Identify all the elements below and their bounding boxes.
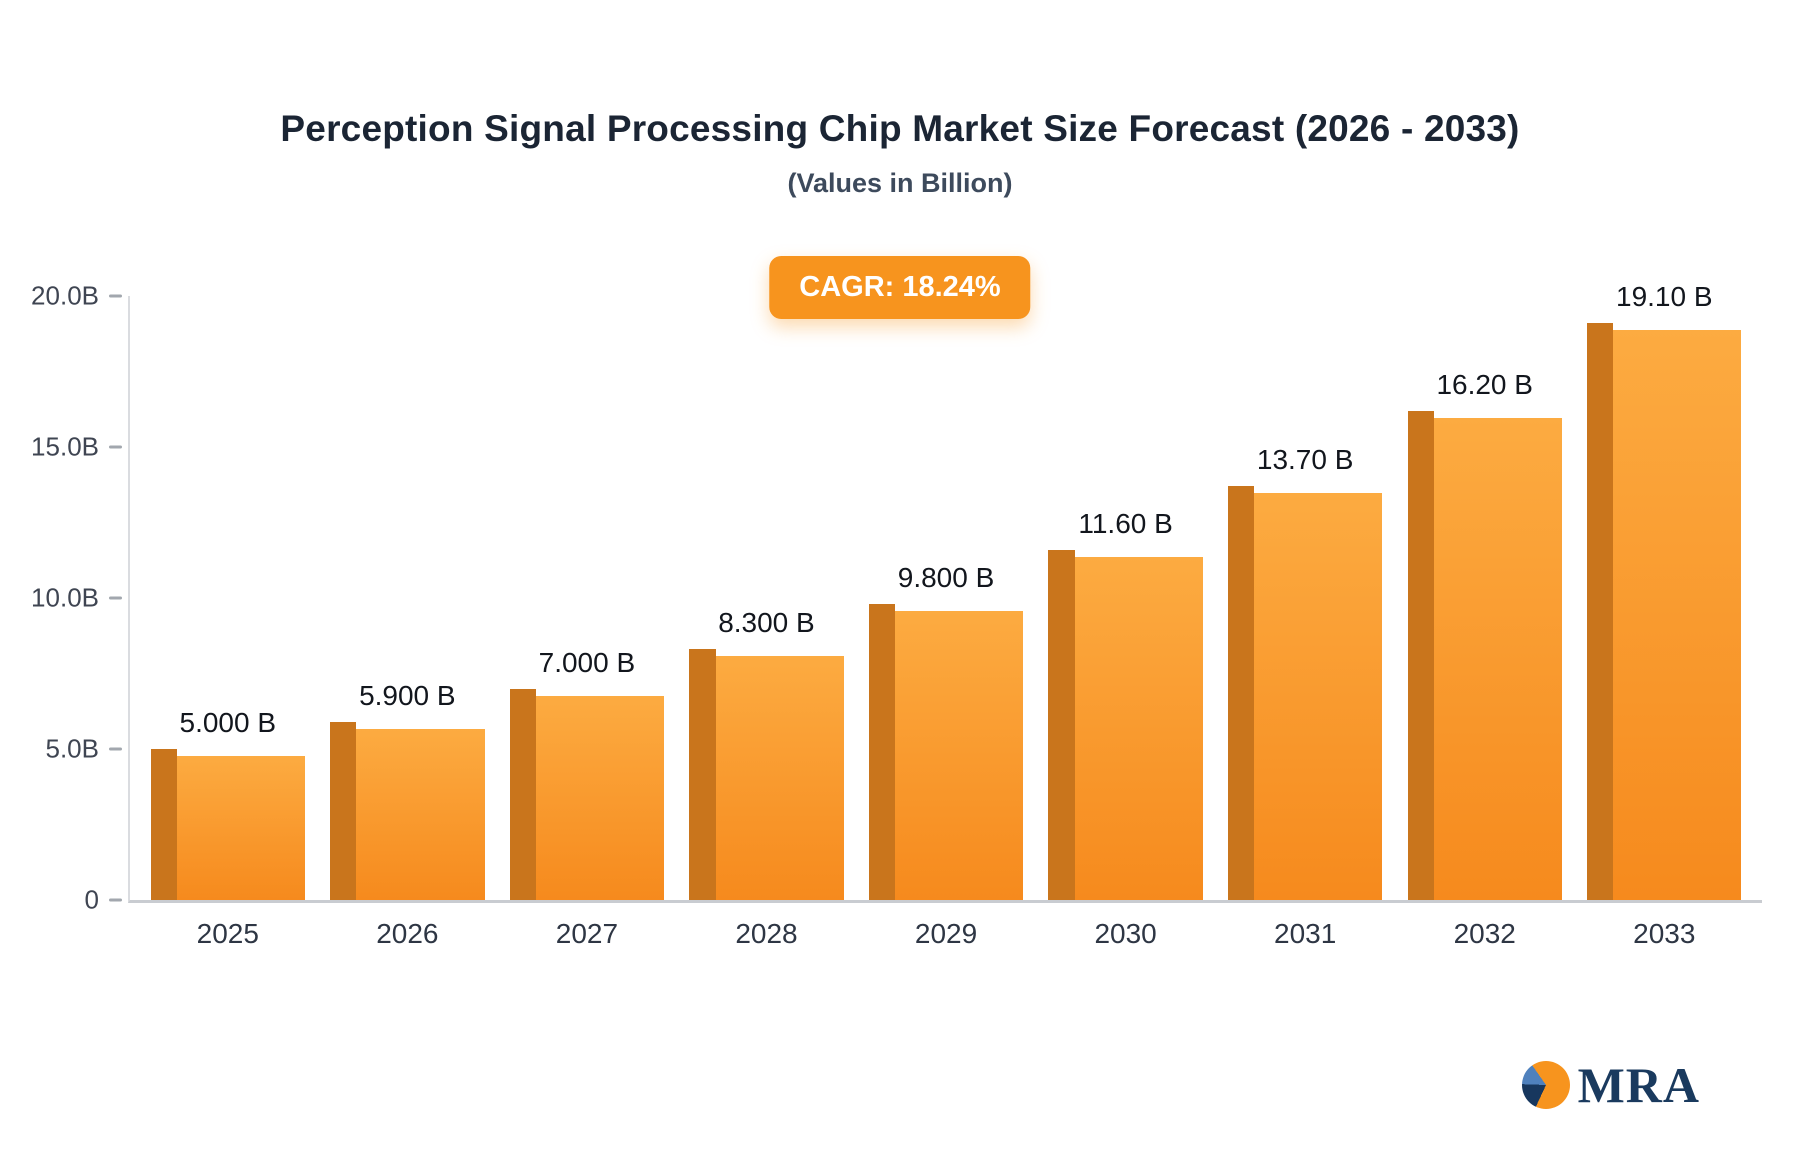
bar-slot: 5.900 B [318, 296, 498, 900]
x-axis-label: 2032 [1453, 918, 1516, 949]
x-axis-labels: 2025 2026 2027 2028 2029 2030 2031 2032 2033 [130, 918, 1762, 950]
bar-value-label: 5.000 B [179, 707, 277, 738]
bar-front-face [1074, 556, 1203, 900]
bar-front-face [1613, 330, 1742, 900]
brand-logo-icon [1521, 1061, 1570, 1109]
bar-value-label: 11.60 B [1078, 507, 1173, 539]
bar-2031: 13.70 B [1227, 444, 1383, 900]
chart-title: Perception Signal Processing Chip Market… [280, 108, 1520, 149]
bar-2029: 9.800 B [868, 562, 1024, 900]
bar-slot: 16.20 B [1395, 296, 1575, 900]
y-tick-label: 5.0B [45, 733, 100, 764]
x-axis-label: 2030 [1094, 918, 1157, 949]
y-tick: 0 [85, 885, 130, 916]
y-tick-mark [109, 747, 122, 751]
bar-2025: 5.000 B [150, 707, 305, 900]
bar-slot: 11.60 B [1036, 296, 1216, 900]
bar-front-face [715, 656, 844, 900]
bar-value-label: 5.900 B [359, 679, 456, 711]
x-axis-label: 2026 [376, 918, 439, 949]
cagr-badge: CAGR: 18.24% [769, 256, 1031, 319]
plot-area: 0 5.0B 10.0B 15.0B 20.0B 5.000 B 5.900 B 7.000… [31, 281, 1762, 949]
bar-front-face [176, 756, 305, 900]
y-tick: 15.0B [31, 432, 130, 463]
x-axis-label: 2033 [1633, 918, 1696, 949]
y-tick: 5.0B [46, 734, 131, 765]
bar-front-face [1254, 493, 1383, 900]
y-tick: 20.0B [31, 281, 130, 312]
bar-2028: 8.300 B [689, 607, 844, 900]
bar-value-label: 13.70 B [1256, 444, 1354, 476]
x-axis-label: 2027 [555, 918, 619, 949]
bar-front-face [535, 695, 665, 900]
y-tick-mark [109, 294, 122, 298]
y-tick-mark [109, 898, 122, 902]
y-tick: 10.0B [31, 583, 130, 614]
bar-2027: 7.000 B [509, 647, 665, 900]
bar-side-face [1587, 323, 1614, 900]
y-tick-label: 20.0B [31, 280, 99, 311]
chart-subtitle: (Values in Billion) [787, 168, 1013, 198]
y-tick-label: 15.0B [31, 431, 99, 462]
bar-2032: 16.20 B [1407, 369, 1562, 900]
bar-2030: 11.60 B [1048, 508, 1203, 900]
bar-value-label: 9.800 B [897, 562, 995, 594]
bar-side-face [330, 721, 357, 900]
bar-slot: 19.10 B [1575, 281, 1755, 900]
bar-side-face [150, 749, 177, 900]
x-axis-label: 2028 [735, 918, 798, 949]
bar-side-face [1048, 549, 1075, 900]
bar-value-label: 8.300 B [718, 607, 815, 639]
bar-slot: 7.000 B [497, 296, 677, 900]
x-axis-label: 2031 [1274, 918, 1337, 949]
bar-side-face [868, 604, 896, 900]
bar-side-face [1227, 486, 1255, 900]
y-tick-mark [109, 596, 122, 600]
bar-value-label: 7.000 B [538, 646, 636, 678]
bar-side-face [689, 649, 716, 900]
bar-slot: 13.70 B [1215, 296, 1395, 900]
x-axis-label: 2029 [914, 918, 978, 949]
bar-slot: 8.300 B [677, 296, 857, 900]
bar-2033: 19.10 B [1587, 281, 1742, 900]
y-tick-mark [109, 445, 122, 449]
bar-2026: 5.900 B [330, 680, 485, 900]
y-tick-label: 0 [84, 884, 99, 915]
bar-side-face [509, 688, 536, 900]
bar-front-face [356, 728, 485, 900]
brand-logo: MRA [1521, 1057, 1700, 1113]
bars: 5.000 B 5.900 B 7.000 B 8.300 B 9.800 B 11.60… [130, 281, 1762, 900]
bar-value-label: 16.20 B [1436, 368, 1533, 400]
bar-front-face [895, 611, 1024, 900]
bar-slot: 5.000 B [138, 296, 318, 900]
brand-logo-text: MRA [1577, 1057, 1700, 1113]
bar-slot: 9.800 B [856, 296, 1036, 900]
bar-value-label: 19.10 B [1616, 281, 1713, 313]
x-axis-label: 2025 [196, 918, 259, 949]
bar-front-face [1433, 417, 1562, 900]
bar-side-face [1407, 410, 1434, 900]
y-tick-label: 10.0B [31, 582, 99, 613]
